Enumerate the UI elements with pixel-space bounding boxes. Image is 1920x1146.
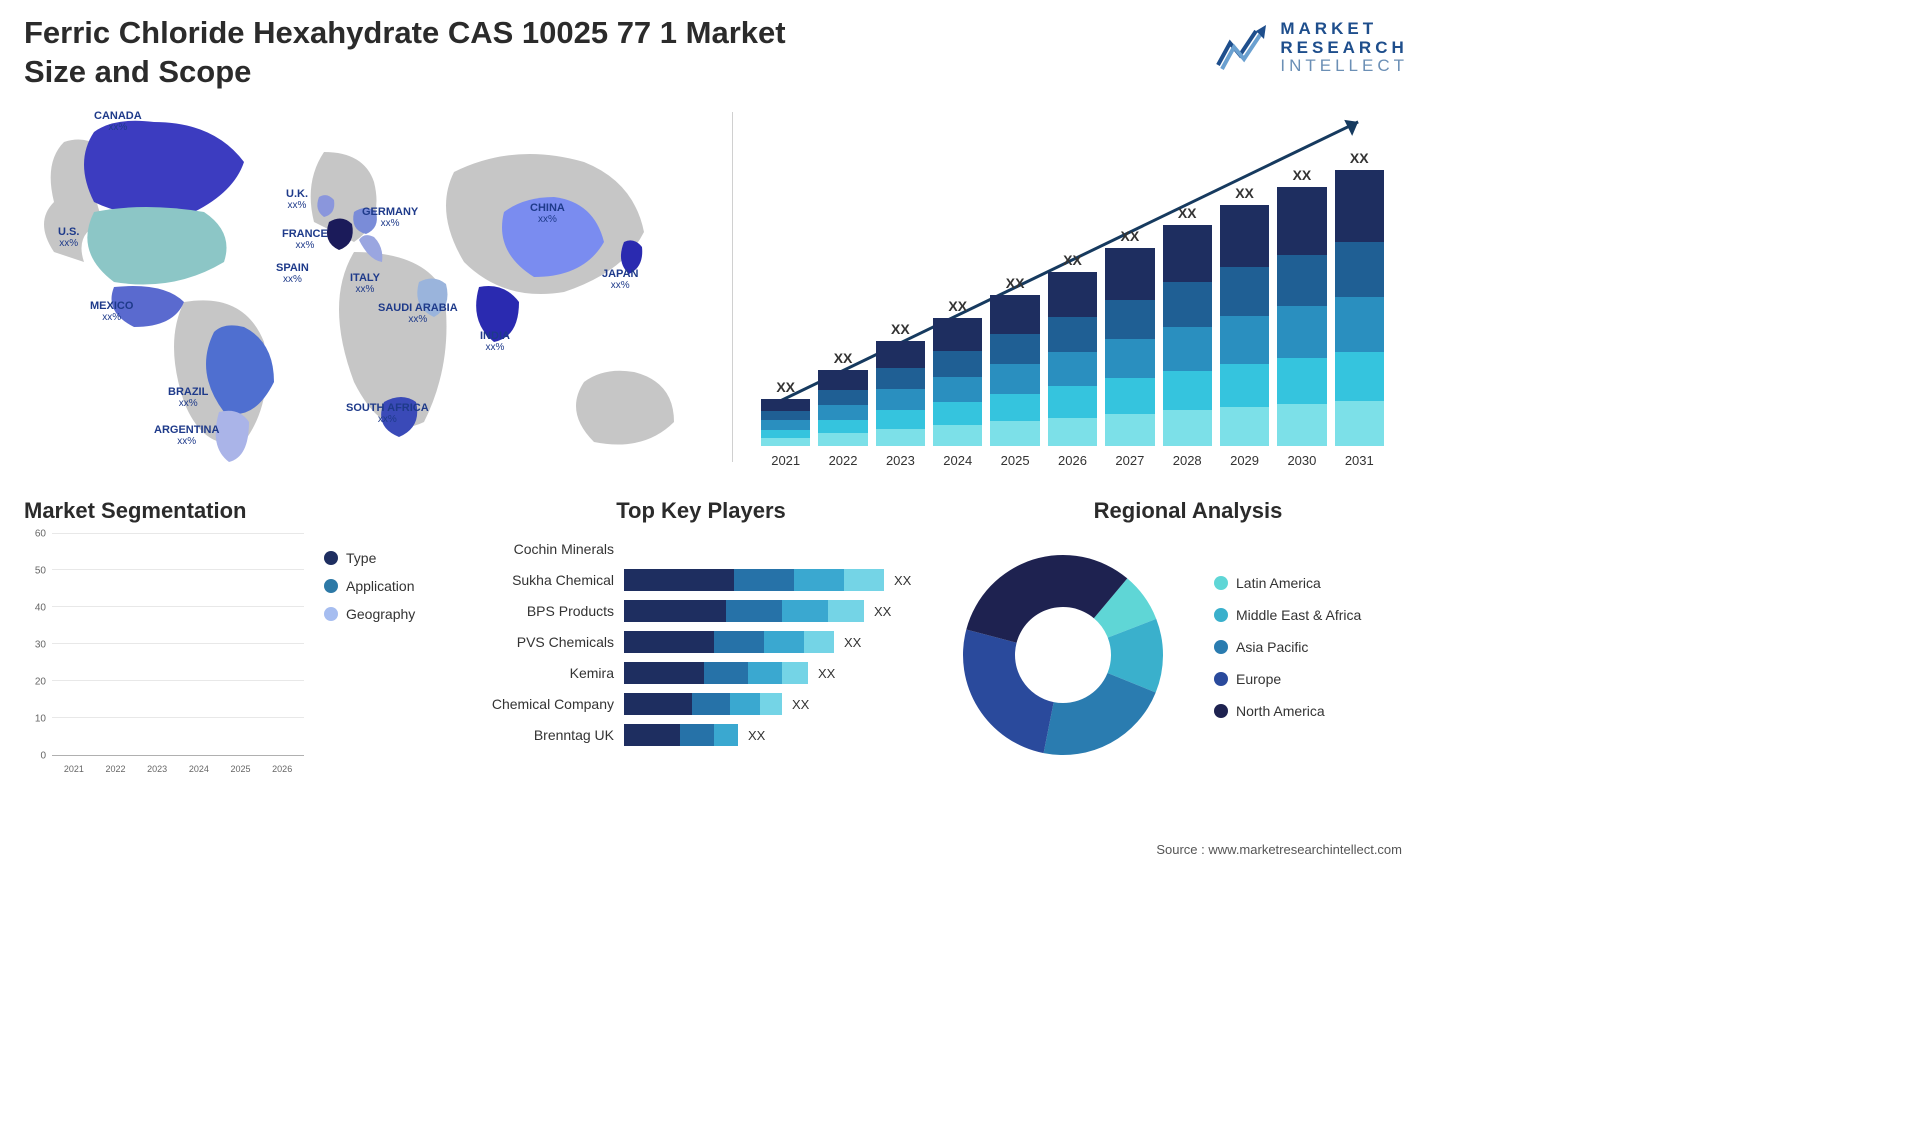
regional-title: Regional Analysis xyxy=(948,498,1428,524)
map-label-mexico: MEXICOxx% xyxy=(90,300,133,323)
map-label-argentina: ARGENTINAxx% xyxy=(154,424,219,447)
map-label-uk: U.K.xx% xyxy=(286,188,308,211)
map-label-spain: SPAINxx% xyxy=(276,262,309,285)
growth-year-2024: 2024 xyxy=(933,453,982,468)
region-legend-north-america: North America xyxy=(1214,703,1361,719)
growth-bar-2028: XX xyxy=(1163,205,1212,445)
map-label-brazil: BRAZILxx% xyxy=(168,386,208,409)
growth-bar-2027: XX xyxy=(1105,228,1154,445)
growth-bar-2025: XX xyxy=(990,275,1039,446)
growth-bar-2021: XX xyxy=(761,379,810,445)
map-label-southafrica: SOUTH AFRICAxx% xyxy=(346,402,429,425)
growth-year-2027: 2027 xyxy=(1105,453,1154,468)
growth-bar-2029: XX xyxy=(1220,185,1269,446)
growth-bar-2030: XX xyxy=(1277,167,1326,445)
regional-panel: Regional Analysis Latin America Middle Ea… xyxy=(948,498,1428,794)
map-label-india: INDIAxx% xyxy=(480,330,510,353)
growth-year-2021: 2021 xyxy=(761,453,810,468)
logo-line3: INTELLECT xyxy=(1280,57,1408,76)
growth-year-2022: 2022 xyxy=(818,453,867,468)
regional-donut-chart xyxy=(948,540,1178,770)
player-row-pvs-chemicals: PVS ChemicalsXX xyxy=(474,627,928,658)
seg-legend-type: Type xyxy=(324,550,415,566)
player-row-kemira: KemiraXX xyxy=(474,658,928,689)
map-label-france: FRANCExx% xyxy=(282,228,328,251)
player-row-chemical-company: Chemical CompanyXX xyxy=(474,689,928,720)
brand-logo: MARKET RESEARCH INTELLECT xyxy=(1216,14,1428,76)
segmentation-title: Market Segmentation xyxy=(24,498,454,524)
map-label-germany: GERMANYxx% xyxy=(362,206,418,229)
world-map-panel: CANADAxx% U.S.xx% MEXICOxx% BRAZILxx% ARGENT… xyxy=(24,102,724,472)
growth-chart-panel: XXXXXXXXXXXXXXXXXXXXXX 20212022202320242… xyxy=(751,102,1428,472)
player-row-brenntag-uk: Brenntag UKXX xyxy=(474,720,928,751)
players-title: Top Key Players xyxy=(474,498,928,524)
segmentation-panel: Market Segmentation 0102030405060 202120… xyxy=(24,498,454,794)
region-legend-middle-east---africa: Middle East & Africa xyxy=(1214,607,1361,623)
growth-bar-2022: XX xyxy=(818,350,867,445)
map-label-us: U.S.xx% xyxy=(58,226,79,249)
seg-legend-application: Application xyxy=(324,578,415,594)
growth-year-2028: 2028 xyxy=(1163,453,1212,468)
map-label-italy: ITALYxx% xyxy=(350,272,380,295)
region-legend-europe: Europe xyxy=(1214,671,1361,687)
player-row-sukha-chemical: Sukha ChemicalXX xyxy=(474,565,928,596)
map-label-saudiarabia: SAUDI ARABIAxx% xyxy=(378,302,458,325)
logo-line1: MARKET xyxy=(1280,20,1408,39)
growth-year-2030: 2030 xyxy=(1277,453,1326,468)
growth-bar-2026: XX xyxy=(1048,252,1097,446)
players-panel: Top Key Players Cochin MineralsSukha Che… xyxy=(474,498,928,794)
vertical-divider xyxy=(732,112,733,462)
growth-bar-2024: XX xyxy=(933,298,982,446)
seg-legend-geography: Geography xyxy=(324,606,415,622)
map-label-china: CHINAxx% xyxy=(530,202,565,225)
growth-year-2023: 2023 xyxy=(876,453,925,468)
source-label: Source : www.marketresearchintellect.com xyxy=(1156,842,1402,857)
player-row-cochin-minerals: Cochin Minerals xyxy=(474,534,928,565)
growth-bar-2031: XX xyxy=(1335,150,1384,445)
logo-line2: RESEARCH xyxy=(1280,39,1408,58)
map-label-japan: JAPANxx% xyxy=(602,268,638,291)
region-legend-asia-pacific: Asia Pacific xyxy=(1214,639,1361,655)
page-title: Ferric Chloride Hexahydrate CAS 10025 77… xyxy=(24,14,804,92)
growth-year-2025: 2025 xyxy=(990,453,1039,468)
region-legend-latin-america: Latin America xyxy=(1214,575,1361,591)
logo-mark-icon xyxy=(1216,25,1270,71)
growth-year-2029: 2029 xyxy=(1220,453,1269,468)
growth-year-2031: 2031 xyxy=(1335,453,1384,468)
player-row-bps-products: BPS ProductsXX xyxy=(474,596,928,627)
growth-bar-2023: XX xyxy=(876,321,925,445)
growth-year-2026: 2026 xyxy=(1048,453,1097,468)
map-label-canada: CANADAxx% xyxy=(94,110,142,133)
